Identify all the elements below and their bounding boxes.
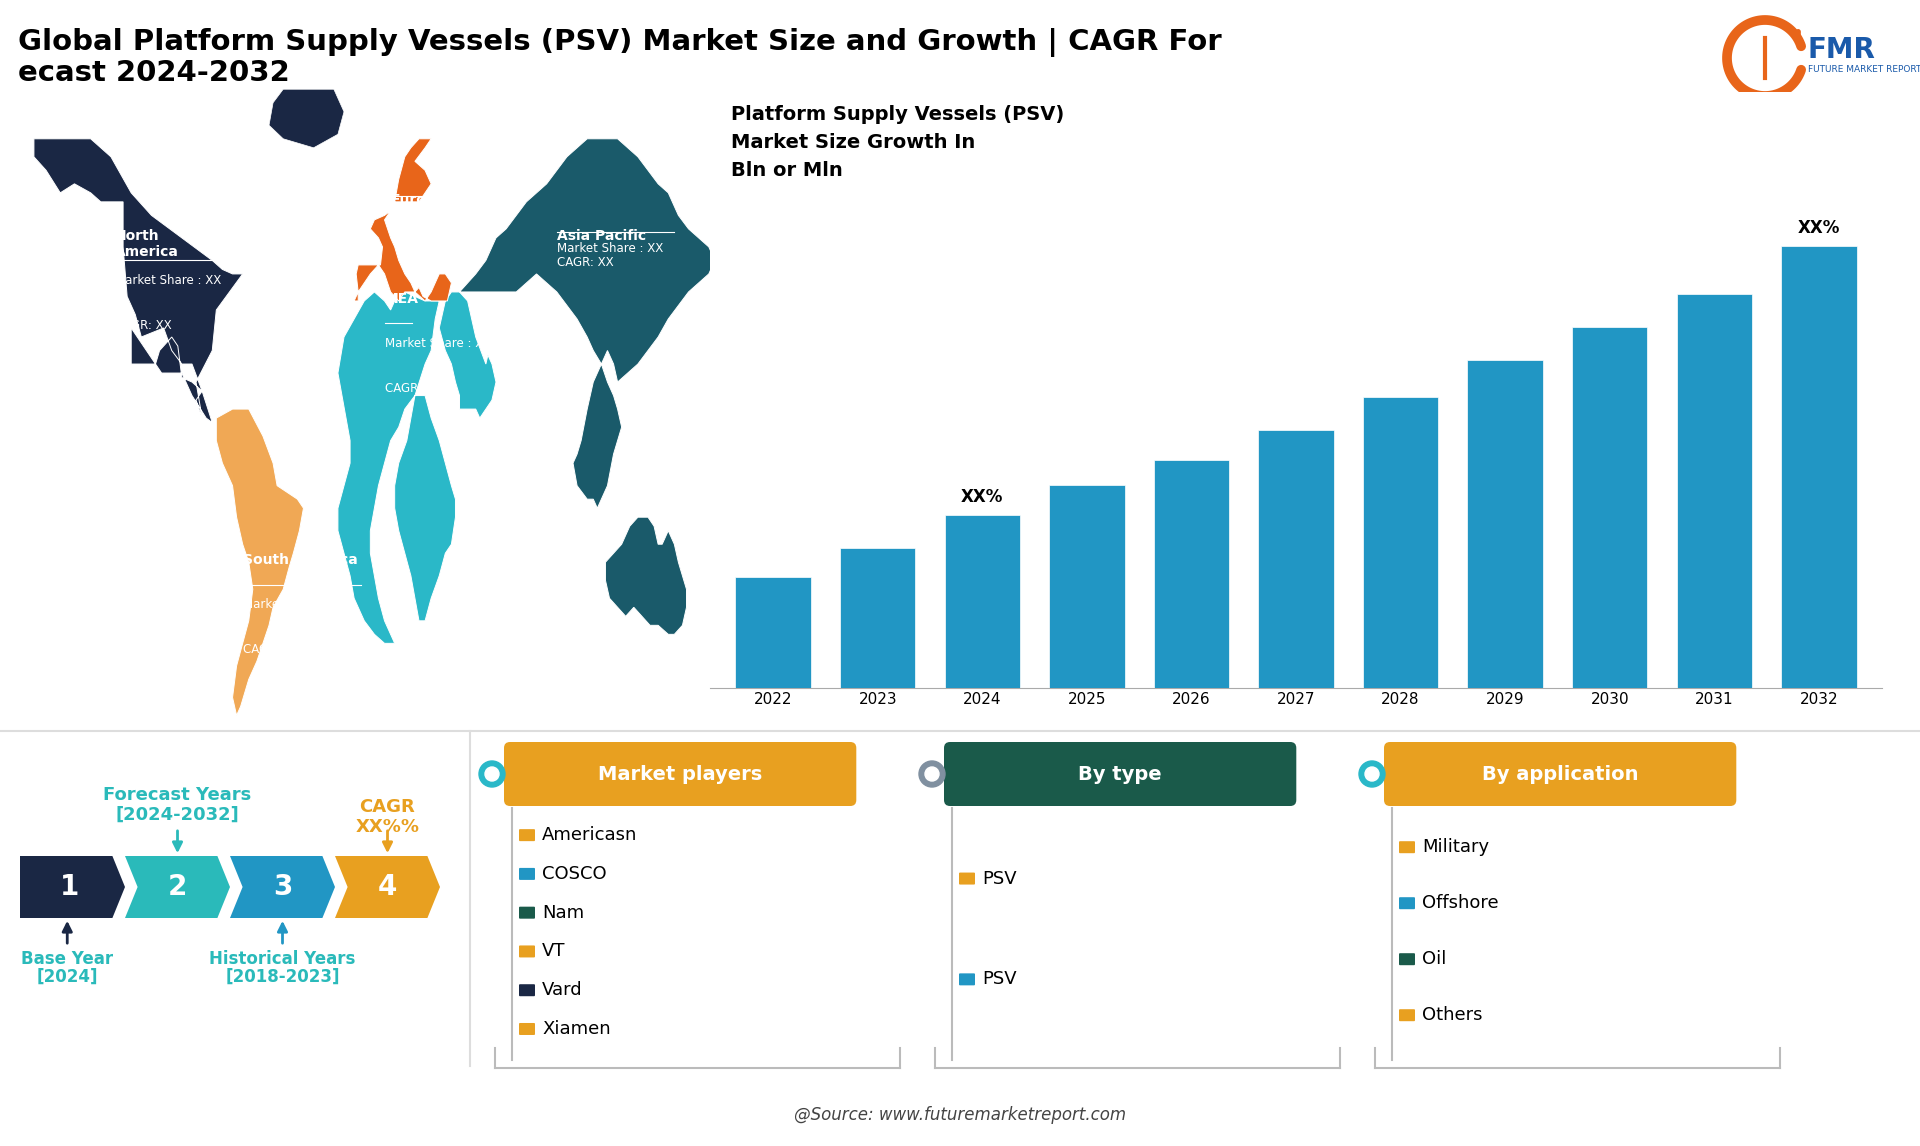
Text: South America: South America (242, 554, 357, 567)
Text: FMR: FMR (1809, 36, 1876, 64)
Text: Forecast Years: Forecast Years (104, 786, 252, 804)
Bar (1467, 360, 1544, 688)
Text: Military: Military (1423, 838, 1490, 856)
Text: 2: 2 (167, 873, 186, 901)
Text: @Source: www.futuremarketreport.com: @Source: www.futuremarketreport.com (795, 1106, 1125, 1124)
Bar (735, 578, 810, 688)
FancyBboxPatch shape (503, 741, 856, 806)
Text: CAGR: XX: CAGR: XX (557, 256, 612, 269)
Text: Market Share : XX: Market Share : XX (384, 337, 492, 350)
Text: [2018-2023]: [2018-2023] (225, 968, 340, 986)
Circle shape (1359, 761, 1384, 787)
FancyBboxPatch shape (1400, 1010, 1415, 1021)
Circle shape (478, 761, 505, 787)
Polygon shape (217, 409, 303, 715)
Polygon shape (440, 139, 714, 508)
Text: VT: VT (541, 942, 566, 960)
Polygon shape (230, 856, 334, 918)
Bar (1782, 246, 1857, 688)
Polygon shape (334, 856, 440, 918)
FancyBboxPatch shape (1400, 953, 1415, 965)
Text: CAGR: XX: CAGR: XX (242, 643, 300, 657)
Text: PSV: PSV (981, 870, 1016, 887)
Circle shape (486, 767, 499, 782)
Bar (1572, 327, 1647, 688)
Text: 1: 1 (60, 873, 79, 901)
Text: Market players: Market players (597, 764, 762, 784)
Text: Nam: Nam (541, 904, 584, 921)
Text: CAGR: XX: CAGR: XX (390, 220, 447, 233)
Bar (945, 515, 1020, 688)
FancyBboxPatch shape (518, 906, 536, 919)
Polygon shape (353, 139, 451, 301)
FancyBboxPatch shape (518, 868, 536, 880)
Text: Market Share : XX: Market Share : XX (115, 274, 221, 286)
Polygon shape (269, 89, 344, 148)
Text: Xiamen: Xiamen (541, 1020, 611, 1038)
Text: Offshore: Offshore (1423, 894, 1500, 912)
Text: Platform Supply Vessels (PSV)
Market Size Growth In
Bln or Mln: Platform Supply Vessels (PSV) Market Siz… (732, 105, 1064, 180)
Text: [2024]: [2024] (36, 968, 98, 986)
Text: ecast 2024-2032: ecast 2024-2032 (17, 58, 290, 87)
Text: 3: 3 (273, 873, 292, 901)
FancyBboxPatch shape (958, 973, 975, 986)
FancyBboxPatch shape (518, 830, 536, 841)
Text: Base Year: Base Year (21, 950, 113, 968)
Text: Global Platform Supply Vessels (PSV) Market Size and Growth | CAGR For: Global Platform Supply Vessels (PSV) Mar… (17, 28, 1221, 57)
Bar (1048, 485, 1125, 688)
FancyBboxPatch shape (945, 741, 1296, 806)
Text: Market Share : XX: Market Share : XX (557, 243, 662, 256)
Text: Europe: Europe (390, 193, 445, 206)
Polygon shape (605, 517, 687, 635)
Text: By application: By application (1482, 764, 1638, 784)
Text: [2024-2032]: [2024-2032] (115, 806, 240, 824)
Text: By type: By type (1079, 764, 1162, 784)
Text: Market Share : XX: Market Share : XX (390, 206, 497, 219)
Text: 4: 4 (378, 873, 397, 901)
Bar (1258, 430, 1334, 688)
FancyBboxPatch shape (1384, 741, 1736, 806)
Circle shape (920, 761, 945, 787)
Circle shape (1365, 767, 1379, 782)
Text: MEA: MEA (384, 292, 419, 306)
Polygon shape (19, 856, 125, 918)
Text: Asia Pacific: Asia Pacific (557, 229, 645, 243)
FancyBboxPatch shape (1400, 841, 1415, 854)
Text: CAGR: CAGR (359, 798, 415, 816)
Polygon shape (338, 292, 495, 643)
Circle shape (925, 767, 939, 782)
FancyBboxPatch shape (518, 984, 536, 996)
Bar (841, 548, 916, 688)
Text: Market Share : XX: Market Share : XX (242, 598, 349, 611)
Text: XX%%: XX%% (355, 818, 419, 835)
Text: Others: Others (1423, 1006, 1482, 1025)
Text: Americasn: Americasn (541, 826, 637, 845)
Text: Oil: Oil (1423, 950, 1446, 968)
Text: CAGR: XX: CAGR: XX (384, 382, 442, 395)
FancyBboxPatch shape (958, 872, 975, 885)
Text: XX%: XX% (962, 487, 1004, 505)
Polygon shape (35, 139, 242, 427)
Text: Historical Years: Historical Years (209, 950, 355, 968)
Text: Vard: Vard (541, 981, 582, 999)
Text: CAGR: XX: CAGR: XX (115, 319, 171, 332)
Text: North
America: North America (115, 229, 179, 259)
Polygon shape (125, 856, 230, 918)
Bar (1676, 295, 1751, 688)
FancyBboxPatch shape (1400, 897, 1415, 909)
Text: PSV: PSV (981, 971, 1016, 988)
Text: XX%: XX% (1797, 219, 1839, 237)
Bar (1154, 460, 1229, 688)
Text: FUTURE MARKET REPORT: FUTURE MARKET REPORT (1809, 65, 1920, 74)
FancyBboxPatch shape (518, 1023, 536, 1035)
FancyBboxPatch shape (518, 945, 536, 957)
Text: COSCO: COSCO (541, 865, 607, 882)
Bar (1363, 397, 1438, 688)
